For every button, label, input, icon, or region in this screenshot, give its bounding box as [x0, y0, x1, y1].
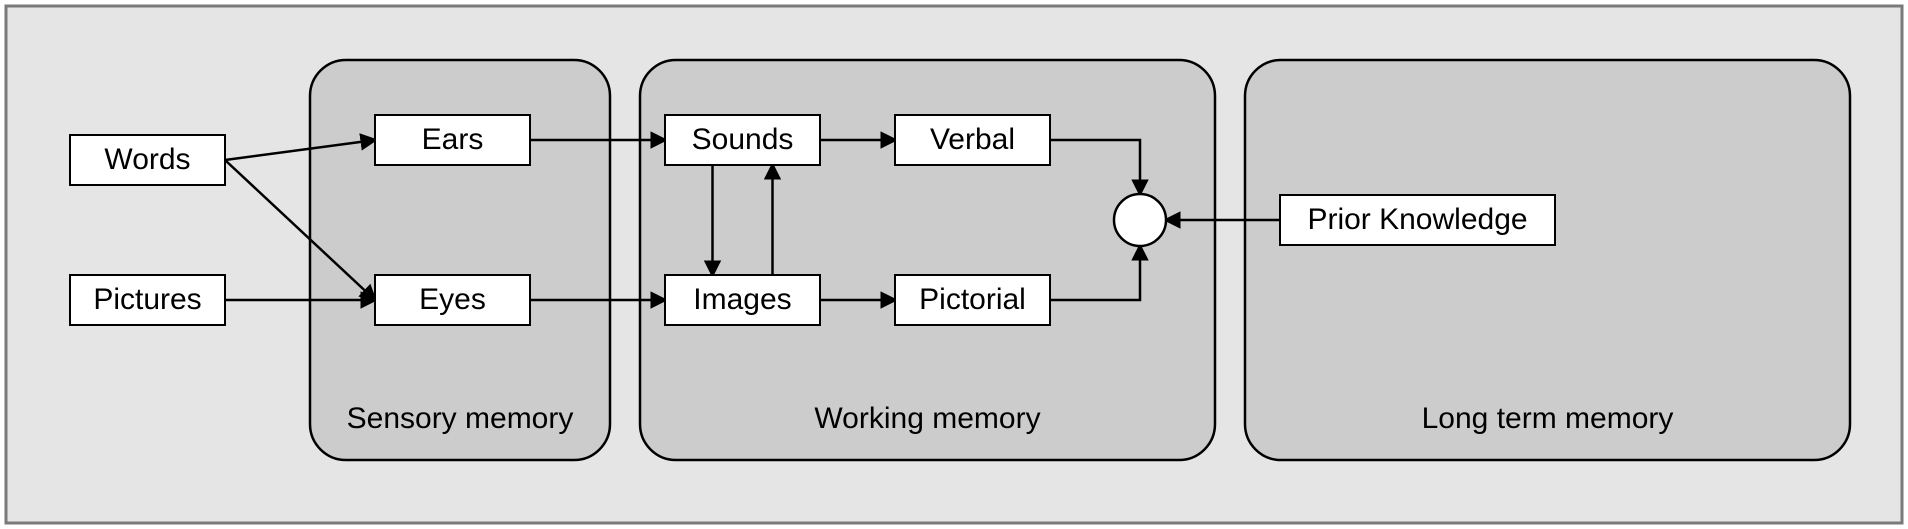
node-label-images: Images — [693, 283, 791, 316]
node-label-pictures: Pictures — [93, 283, 201, 316]
node-label-ears: Ears — [422, 123, 484, 156]
integration-node — [1114, 194, 1166, 246]
node-label-verbal: Verbal — [930, 123, 1015, 156]
region-label-longterm: Long term memory — [1422, 402, 1674, 435]
region-longterm — [1245, 60, 1850, 460]
region-label-sensory: Sensory memory — [347, 402, 574, 435]
node-label-eyes: Eyes — [419, 283, 486, 316]
node-label-words: Words — [104, 143, 190, 176]
region-label-working: Working memory — [814, 402, 1040, 435]
node-label-sounds: Sounds — [692, 123, 794, 156]
node-label-pictorial: Pictorial — [919, 283, 1026, 316]
node-label-prior: Prior Knowledge — [1307, 203, 1527, 236]
